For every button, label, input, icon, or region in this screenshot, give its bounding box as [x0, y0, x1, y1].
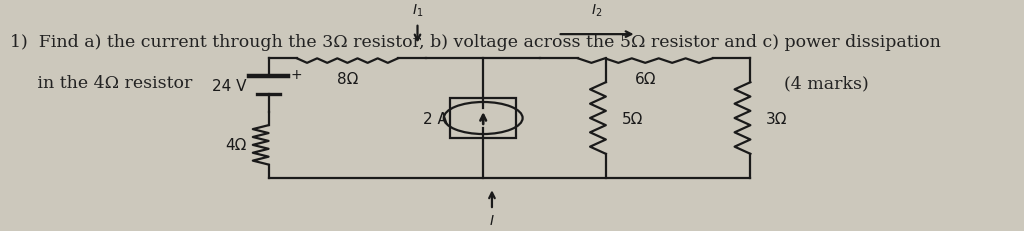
- Text: $I_2$: $I_2$: [592, 3, 603, 19]
- Text: 2 A: 2 A: [423, 111, 449, 126]
- Text: 4Ω: 4Ω: [225, 138, 247, 153]
- Text: 6Ω: 6Ω: [635, 72, 656, 87]
- Text: $I_1$: $I_1$: [412, 3, 423, 19]
- Text: in the 4Ω resistor: in the 4Ω resistor: [10, 75, 193, 92]
- Text: 1)  Find a) the current through the 3Ω resistor, b) voltage across the 5Ω resist: 1) Find a) the current through the 3Ω re…: [10, 33, 941, 50]
- Text: 24 V: 24 V: [212, 78, 247, 93]
- Bar: [451, 98, 516, 139]
- Text: +: +: [291, 68, 302, 82]
- Text: 5Ω: 5Ω: [622, 111, 643, 126]
- Text: 3Ω: 3Ω: [766, 111, 787, 126]
- Text: (4 marks): (4 marks): [784, 75, 868, 92]
- Text: $I$: $I$: [489, 213, 495, 227]
- Text: 8Ω: 8Ω: [337, 72, 358, 87]
